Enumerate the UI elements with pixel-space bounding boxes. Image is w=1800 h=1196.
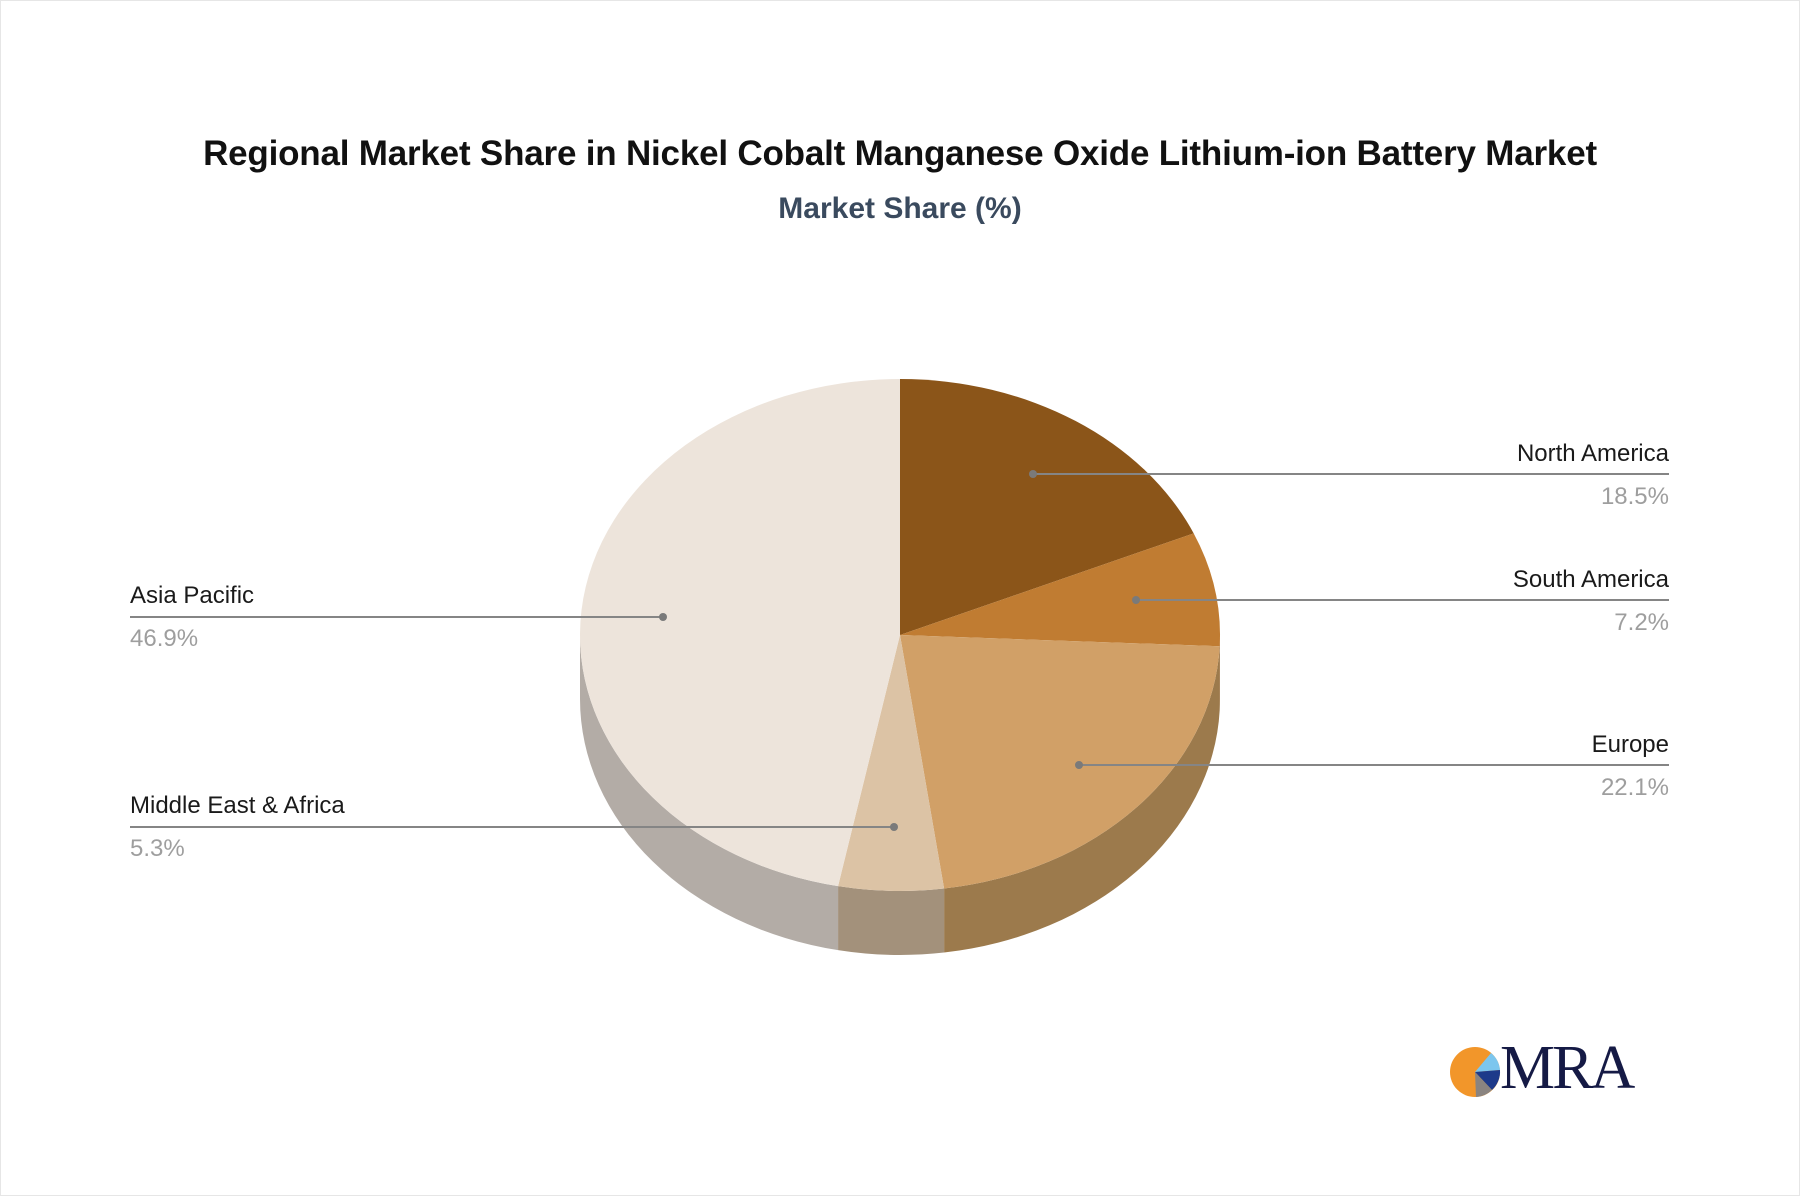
value-middle-east-africa: 5.3% [130,835,185,862]
pie-slice-europe[interactable] [900,635,1220,889]
pie-slice-asia-pacific[interactable] [580,379,900,887]
value-south-america: 7.2% [1614,609,1669,636]
mra-logo: MRA [1448,1037,1648,1102]
leader-lines [130,470,1669,831]
value-asia-pacific: 46.9% [130,625,199,652]
pie-logo-icon [1450,1047,1501,1097]
leader-dot-europe [1075,761,1083,769]
value-europe: 22.1% [1600,774,1669,801]
pie-side-asia-pacific [580,635,839,951]
pie-slice-south-america[interactable] [900,533,1220,647]
pie-slices [580,379,1220,891]
value-north-america: 18.5% [1600,483,1669,510]
pie-slice-north-america[interactable] [900,379,1194,635]
logo-text: MRA [1500,1034,1635,1102]
label-north-america: North America [1516,440,1669,467]
leader-dot-north-america [1029,470,1037,478]
label-europe: Europe [1591,731,1669,758]
chart-title: Regional Market Share in Nickel Cobalt M… [203,134,1597,173]
pie-side-middle-east-africa [838,886,945,955]
leader-dot-south-america [1132,596,1140,604]
chart-subtitle: Market Share (%) [778,192,1022,225]
label-middle-east-africa: Middle East & Africa [130,792,345,819]
pie-sides [580,635,1220,955]
pie-side-europe [944,646,1220,953]
leader-dot-middle-east-africa [890,823,898,831]
label-south-america: South America [1512,566,1669,593]
leader-dot-asia-pacific [659,613,667,621]
label-asia-pacific: Asia Pacific [130,582,255,609]
